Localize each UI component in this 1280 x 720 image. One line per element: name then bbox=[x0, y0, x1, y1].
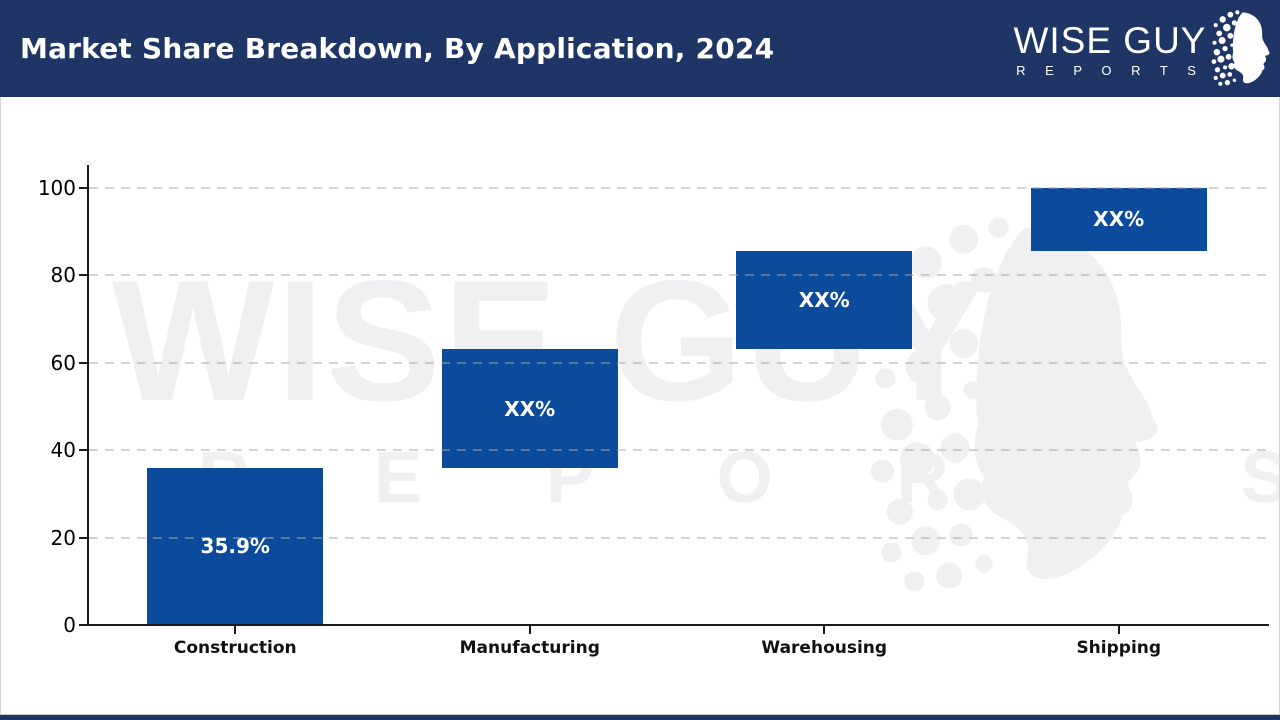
x-tick-mark-shipping bbox=[1117, 626, 1120, 634]
x-tick-mark-construction bbox=[234, 626, 237, 634]
footer-accent-bar bbox=[0, 714, 1280, 720]
y-tick-mark-80 bbox=[79, 274, 87, 276]
bar-value-label-manufacturing: XX% bbox=[504, 396, 556, 421]
y-tick-label-0: 0 bbox=[63, 613, 76, 637]
x-axis-line bbox=[86, 624, 1269, 626]
logo-brand-text: WISE GUY bbox=[1013, 19, 1207, 61]
x-tick-mark-manufacturing bbox=[528, 626, 531, 634]
gridline-60 bbox=[89, 361, 1266, 364]
x-tick-mark-warehousing bbox=[823, 626, 826, 634]
y-tick-label-40: 40 bbox=[50, 438, 76, 462]
y-tick-mark-0 bbox=[79, 624, 87, 626]
bar-value-label-warehousing: XX% bbox=[798, 288, 850, 313]
page-title: Market Share Breakdown, By Application, … bbox=[20, 32, 775, 65]
gridline-40 bbox=[89, 449, 1266, 451]
wiseguy-head-icon bbox=[1211, 9, 1270, 86]
y-tick-mark-40 bbox=[79, 449, 87, 451]
bar-shipping bbox=[1030, 187, 1207, 252]
y-tick-mark-100 bbox=[79, 186, 87, 189]
gridline-20 bbox=[89, 536, 1266, 539]
y-tick-mark-20 bbox=[79, 536, 87, 539]
x-category-label-construction: Construction bbox=[173, 638, 297, 658]
bar-construction bbox=[147, 467, 324, 625]
logo-text: WISE GUY R E P O R T S bbox=[1013, 22, 1206, 78]
gridline-100 bbox=[89, 186, 1266, 189]
gridline-80 bbox=[89, 274, 1266, 276]
wiseguy-logo: WISE GUY R E P O R T S bbox=[1013, 0, 1272, 97]
bar-value-label-construction: 35.9% bbox=[200, 534, 270, 559]
header-bar: Market Share Breakdown, By Application, … bbox=[0, 0, 1280, 97]
watermark-head-icon bbox=[870, 217, 1158, 592]
bar-manufacturing bbox=[441, 349, 618, 468]
logo-reports-text: R E P O R T S bbox=[1016, 62, 1204, 78]
y-tick-label-100: 100 bbox=[37, 175, 76, 200]
x-category-label-shipping: Shipping bbox=[1076, 638, 1162, 658]
y-tick-mark-60 bbox=[79, 361, 87, 364]
y-tick-label-60: 60 bbox=[50, 350, 76, 375]
y-axis-line bbox=[87, 165, 89, 626]
bar-warehousing bbox=[736, 251, 913, 350]
y-tick-label-80: 80 bbox=[50, 263, 76, 287]
y-tick-label-20: 20 bbox=[50, 525, 76, 550]
x-category-label-warehousing: Warehousing bbox=[761, 638, 888, 658]
bar-value-label-shipping: XX% bbox=[1093, 207, 1145, 232]
x-category-label-manufacturing: Manufacturing bbox=[459, 638, 600, 658]
